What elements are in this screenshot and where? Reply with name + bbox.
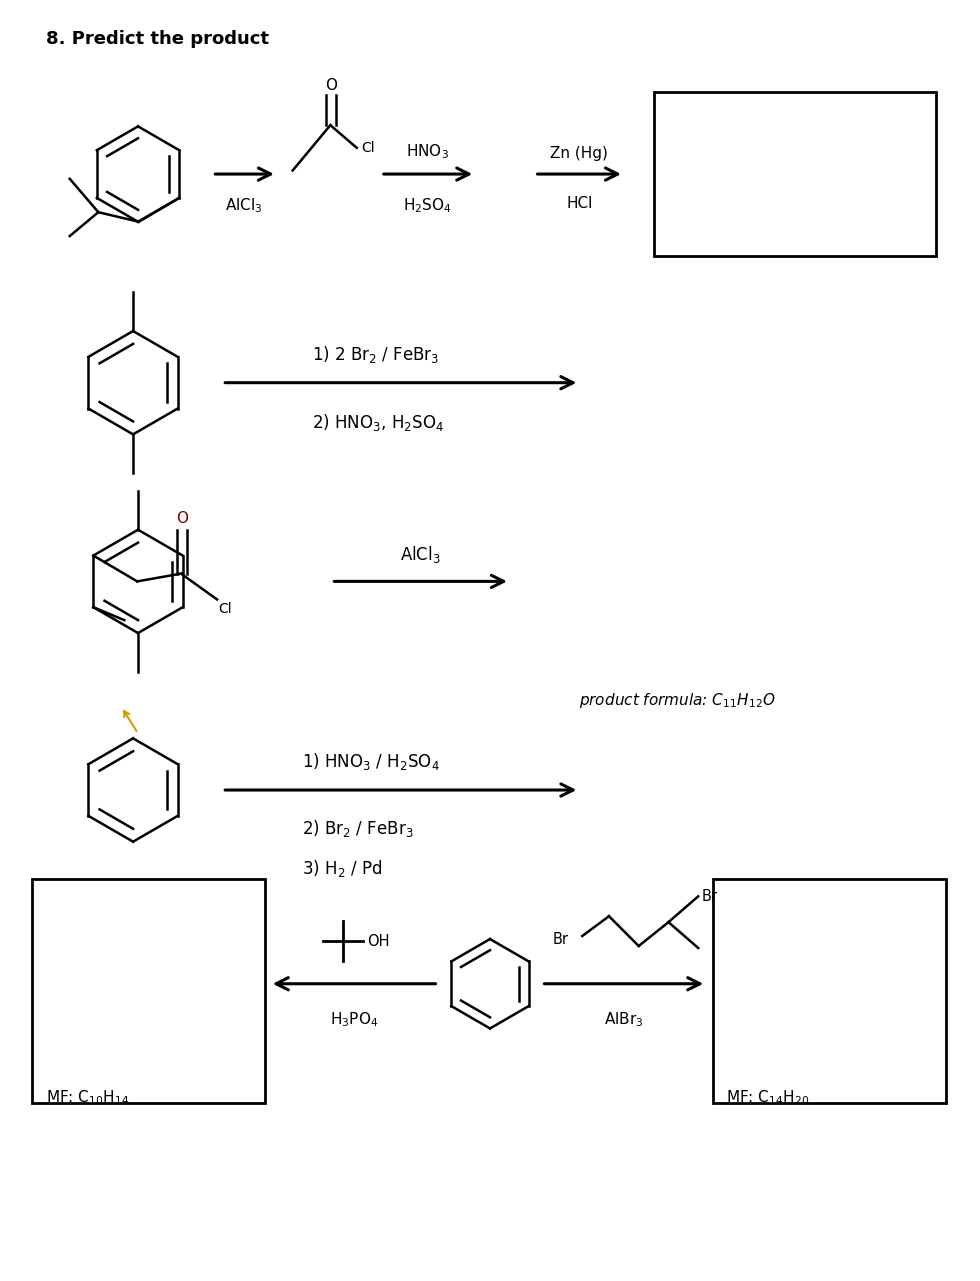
Text: Cl: Cl: [219, 602, 231, 616]
Bar: [713, 880, 946, 1103]
Text: OH: OH: [368, 934, 390, 948]
Text: MF: C$_{14}$H$_{20}$: MF: C$_{14}$H$_{20}$: [726, 1088, 809, 1107]
Text: AlCl$_3$: AlCl$_3$: [225, 196, 263, 215]
Text: HCl: HCl: [566, 196, 593, 211]
Text: Cl: Cl: [362, 141, 375, 155]
Text: 1) HNO$_3$ / H$_2$SO$_4$: 1) HNO$_3$ / H$_2$SO$_4$: [302, 751, 439, 772]
Text: AlCl$_3$: AlCl$_3$: [400, 544, 441, 565]
Text: 8. Predict the product: 8. Predict the product: [46, 29, 269, 47]
Text: 3) H$_2$ / Pd: 3) H$_2$ / Pd: [302, 857, 382, 879]
Bar: [32, 880, 265, 1103]
Text: MF: C$_{10}$H$_{14}$: MF: C$_{10}$H$_{14}$: [46, 1088, 129, 1107]
Text: O: O: [176, 511, 188, 526]
Text: 2) Br$_2$ / FeBr$_3$: 2) Br$_2$ / FeBr$_3$: [302, 817, 414, 839]
Text: Br: Br: [701, 889, 717, 904]
Text: 1) 2 Br$_2$ / FeBr$_3$: 1) 2 Br$_2$ / FeBr$_3$: [312, 343, 439, 365]
Text: H$_2$SO$_4$: H$_2$SO$_4$: [403, 196, 452, 215]
Text: Br: Br: [553, 931, 568, 947]
Text: Zn (Hg): Zn (Hg): [551, 146, 609, 161]
Text: O: O: [325, 78, 337, 94]
Text: 2) HNO$_3$, H$_2$SO$_4$: 2) HNO$_3$, H$_2$SO$_4$: [312, 412, 444, 433]
Text: product formula: C$_{11}$H$_{12}$O: product formula: C$_{11}$H$_{12}$O: [579, 690, 776, 710]
Text: AlBr$_3$: AlBr$_3$: [604, 1011, 644, 1029]
Text: HNO$_3$: HNO$_3$: [406, 142, 449, 161]
Bar: [654, 92, 936, 255]
Text: H$_3$PO$_4$: H$_3$PO$_4$: [330, 1011, 378, 1029]
